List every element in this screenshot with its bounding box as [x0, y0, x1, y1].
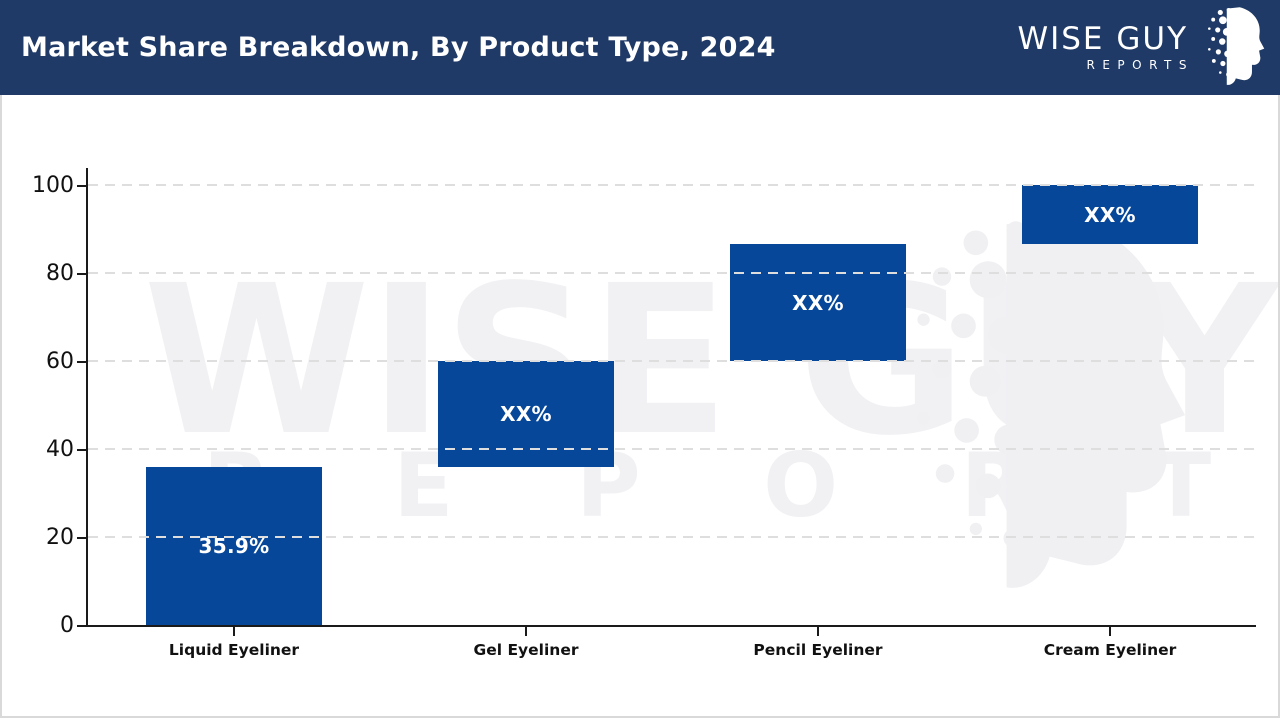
y-tick-label: 60 — [46, 349, 74, 374]
y-axis-line — [86, 168, 88, 627]
bar: XX% — [1022, 185, 1198, 245]
gridline — [88, 184, 1256, 186]
x-axis-line — [86, 625, 1256, 627]
header-band: Market Share Breakdown, By Product Type,… — [0, 0, 1280, 95]
x-tick-label: Pencil Eyeliner — [753, 641, 883, 659]
y-tick-label: 100 — [32, 173, 74, 198]
bar: 35.9% — [146, 467, 322, 625]
x-tick-mark — [1109, 627, 1111, 636]
x-tick-label: Cream Eyeliner — [1043, 641, 1177, 659]
gridline — [88, 536, 1256, 538]
bar-value-label: XX% — [1084, 202, 1136, 227]
y-tick-mark — [77, 449, 86, 451]
logo-subtitle: REPORTS — [1086, 58, 1194, 72]
logo-wordmark: WISE GUY — [1017, 21, 1188, 57]
x-tick-label: Liquid Eyeliner — [168, 641, 300, 659]
watermark-dotted-head — [917, 218, 1186, 588]
bar-value-label: XX% — [500, 402, 552, 427]
y-tick-label: 80 — [46, 261, 74, 286]
x-tick-mark — [525, 627, 527, 636]
bar: XX% — [730, 244, 906, 361]
y-tick-label: 20 — [46, 525, 74, 550]
page-title: Market Share Breakdown, By Product Type,… — [21, 32, 776, 63]
y-tick-mark — [77, 273, 86, 275]
y-tick-mark — [77, 537, 86, 539]
bar-value-label: XX% — [792, 290, 844, 315]
y-tick-mark — [77, 185, 86, 187]
wiseguy-logo: WISE GUY REPORTS — [1017, 6, 1280, 90]
logo-text: WISE GUY REPORTS — [1017, 21, 1188, 72]
x-tick-label: Gel Eyeliner — [473, 641, 579, 659]
y-tick-label: 0 — [60, 613, 74, 638]
bar-value-label: 35.9% — [198, 534, 270, 558]
y-tick-label: 40 — [46, 437, 74, 462]
gridline — [88, 272, 1256, 274]
dotted-head-icon — [1208, 6, 1265, 85]
y-tick-mark — [77, 625, 86, 627]
gridline — [88, 360, 1256, 362]
y-tick-mark — [77, 361, 86, 363]
gridline — [88, 448, 1256, 450]
x-tick-mark — [817, 627, 819, 636]
bar: XX% — [438, 361, 614, 468]
x-tick-mark — [233, 627, 235, 636]
